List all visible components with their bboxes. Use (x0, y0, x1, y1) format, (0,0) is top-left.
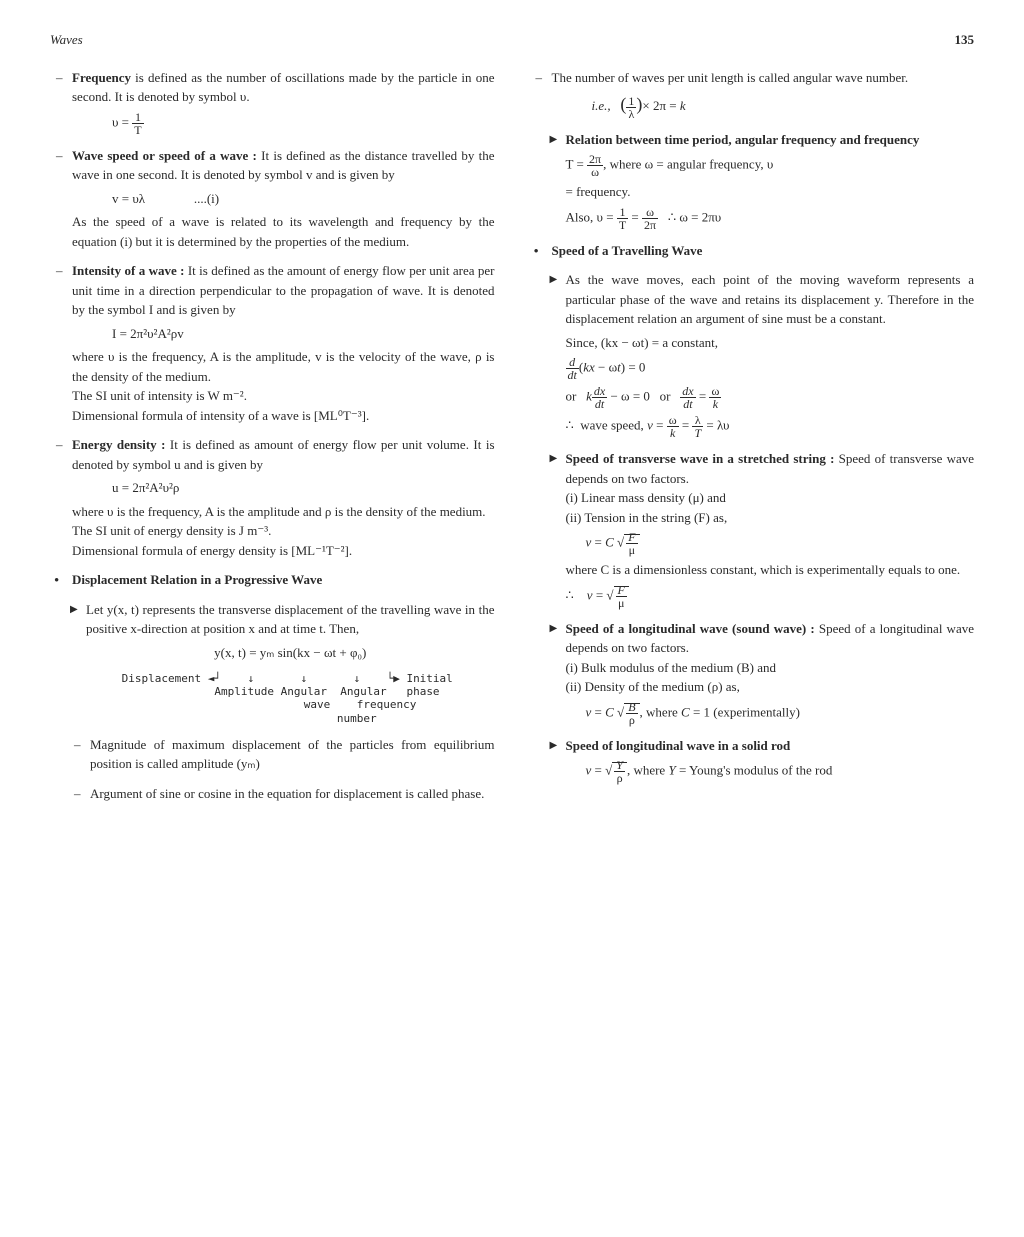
wavenum-text: The number of waves per unit length is c… (552, 70, 909, 85)
intensity-equation: I = 2π²υ²A²ρv (112, 324, 495, 344)
energy-text4: Dimensional formula of energy density is… (72, 541, 495, 561)
long-ii: (ii) Density of the medium (ρ) as, (566, 677, 975, 697)
speed-title: Speed of a Travelling Wave (552, 243, 703, 258)
trans-title: Speed of transverse wave in a stretched … (566, 451, 835, 466)
trans-text2: where C is a dimensionless constant, whi… (566, 560, 975, 580)
trans-eq2: ∴ v = √Fμ (566, 584, 975, 609)
rod-eq: v = √Yρ, where Y = Young's modulus of th… (586, 759, 975, 784)
wavespeed-equation: v = υλ ....(i) (112, 189, 495, 209)
disp-equation: y(x, t) = yₘ sin(kx − ωt + φ₀) (86, 643, 495, 663)
frequency-section: Frequency is defined as the number of os… (50, 68, 495, 136)
eq-lhs: υ = (112, 114, 129, 129)
rod-section: Speed of longitudinal wave in a solid ro… (530, 736, 975, 785)
diag-line1: Displacement ◄┘ ↓ ↓ ↓ └▶ Initial (80, 672, 495, 685)
wavenumber-section: The number of waves per unit length is c… (530, 68, 975, 120)
displacement-body: Let y(x, t) represents the transverse di… (50, 600, 495, 663)
energy-equation: u = 2π²A²υ²ρ (112, 478, 495, 498)
speed-eq1: ddt(kx − ωt) = 0 (566, 356, 975, 381)
displacement-title: Displacement Relation in a Progressive W… (72, 572, 322, 587)
phase-def: Argument of sine or cosine in the equati… (68, 784, 495, 804)
eq-den: ω (587, 166, 603, 178)
left-column: Frequency is defined as the number of os… (50, 68, 495, 814)
longitudinal-section: Speed of a longitudinal wave (sound wave… (530, 619, 975, 726)
wavespeed-text2: As the speed of a wave is related to its… (72, 212, 495, 251)
right-column: The number of waves per unit length is c… (530, 68, 975, 814)
phase-text: Argument of sine or cosine in the equati… (90, 786, 484, 801)
energy-text2: where υ is the frequency, A is the ampli… (72, 502, 495, 522)
trans-eq1: v = C √Fμ (586, 531, 975, 556)
speed-body: As the wave moves, each point of the mov… (530, 270, 975, 439)
frequency-text: is defined as the number of oscillations… (72, 70, 495, 105)
disp-text: Let y(x, t) represents the transverse di… (86, 602, 495, 637)
transverse-section: Speed of transverse wave in a stretched … (530, 449, 975, 609)
eq-lhs: T = (566, 157, 584, 172)
page-header: Waves 135 (50, 30, 974, 50)
relation-section: Relation between time period, angular fr… (530, 130, 975, 231)
speed-eq3: ∴ wave speed, v = ωk = λT = λυ (566, 414, 975, 439)
equation-diagram: Displacement ◄┘ ↓ ↓ ↓ └▶ Initial Amplitu… (80, 672, 495, 725)
relation-eq1: T = 2πω, where ω = angular frequency, υ (566, 153, 975, 178)
long-eq: v = C √Bρ, where C = 1 (experimentally) (586, 701, 975, 726)
speed-eq2: or kdxdt − ω = 0 or dxdt = ωk (566, 385, 975, 410)
energy-text3: The SI unit of energy density is J m⁻³. (72, 521, 495, 541)
long-title: Speed of a longitudinal wave (sound wave… (566, 621, 815, 636)
frequency-equation: υ = 1T (112, 111, 495, 136)
relation-eq2: Also, υ = 1T = ω2π ∴ ω = 2πυ (566, 206, 975, 231)
intensity-text4: Dimensional formula of intensity of a wa… (72, 406, 495, 426)
trans-ii: (ii) Tension in the string (F) as, (566, 508, 975, 528)
intensity-text2: where υ is the frequency, A is the ampli… (72, 347, 495, 386)
speed-text: As the wave moves, each point of the mov… (566, 272, 975, 326)
eq-rhs: , where ω = angular frequency, υ (603, 157, 773, 172)
diag-line3: wave frequency (80, 698, 495, 711)
relation-cont: = frequency. (566, 182, 975, 202)
diag-line2: Amplitude Angular Angular phase (80, 685, 495, 698)
speed-since: Since, (kx − ωt) = a constant, (566, 333, 975, 353)
displacement-section: Displacement Relation in a Progressive W… (50, 570, 495, 590)
intensity-section: Intensity of a wave : It is defined as t… (50, 261, 495, 425)
wavespeed-title: Wave speed or speed of a wave : (72, 148, 257, 163)
eq-num: 1 (132, 111, 143, 124)
two-column-layout: Frequency is defined as the number of os… (50, 68, 974, 814)
amplitude-def: Magnitude of maximum displacement of the… (68, 735, 495, 774)
wavespeed-section: Wave speed or speed of a wave : It is de… (50, 146, 495, 252)
chapter-title: Waves (50, 30, 83, 50)
energy-section: Energy density : It is defined as amount… (50, 435, 495, 560)
page-number: 135 (955, 30, 975, 50)
eq-den: T (132, 124, 143, 136)
speed-section: Speed of a Travelling Wave (530, 241, 975, 261)
amp-text: Magnitude of maximum displacement of the… (90, 737, 495, 772)
wavenum-equation: i.e., (1λ)× 2π = k (592, 91, 975, 120)
diag-line4: number (80, 712, 495, 725)
rod-title: Speed of longitudinal wave in a solid ro… (566, 738, 791, 753)
frequency-title: Frequency (72, 70, 131, 85)
long-i: (i) Bulk modulus of the medium (B) and (566, 658, 975, 678)
intensity-title: Intensity of a wave : (72, 263, 184, 278)
trans-i: (i) Linear mass density (μ) and (566, 488, 975, 508)
energy-title: Energy density : (72, 437, 165, 452)
intensity-text3: The SI unit of intensity is W m⁻². (72, 386, 495, 406)
relation-title: Relation between time period, angular fr… (566, 132, 920, 147)
